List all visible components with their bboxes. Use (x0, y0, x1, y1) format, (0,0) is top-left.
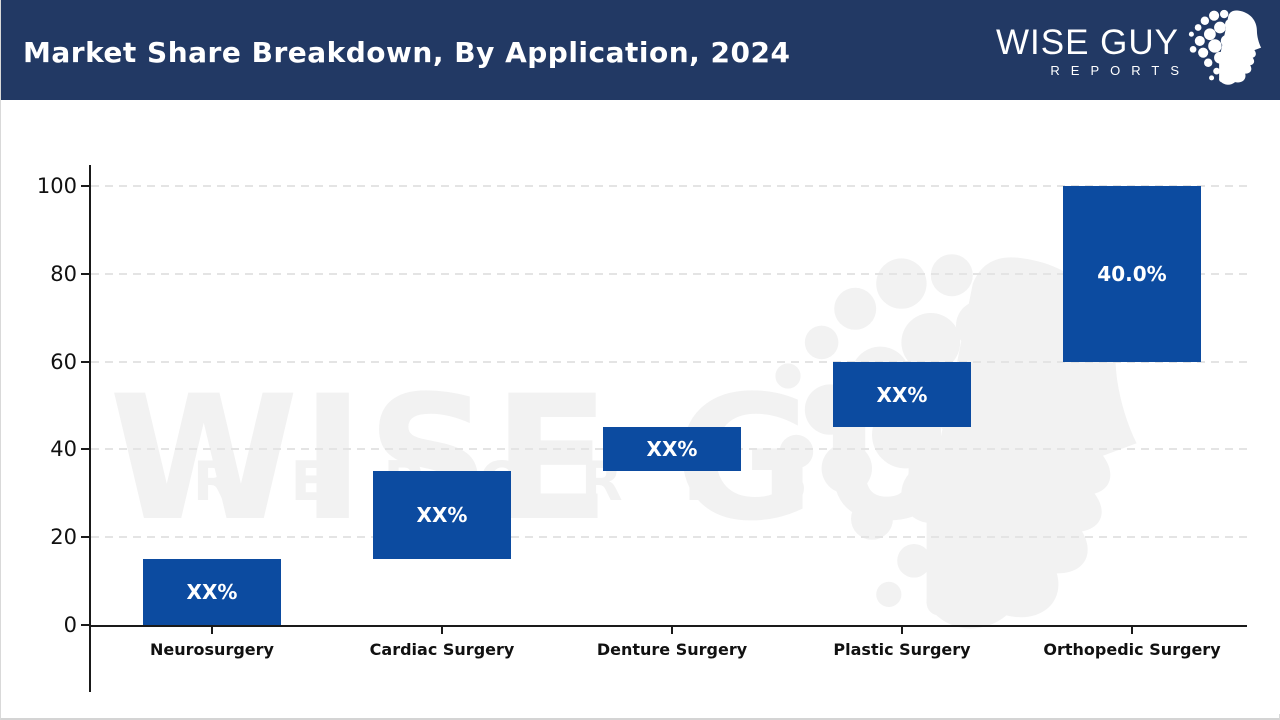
grid-line (91, 360, 1247, 363)
y-tick-label: 100 (36, 174, 77, 198)
x-axis-tick (1131, 627, 1133, 634)
bar-value-label: 40.0% (1097, 261, 1167, 286)
bar-value-label: XX% (416, 503, 468, 528)
bar-orthopedic-surgery: 40.0% (1063, 186, 1201, 362)
grid-line (91, 185, 1247, 187)
x-axis-tick (211, 627, 213, 634)
bar-neurosurgery: XX% (143, 559, 281, 625)
bar-denture-surgery: XX% (603, 427, 741, 472)
y-tick-label: 0 (63, 613, 77, 637)
y-axis-tick (81, 185, 90, 187)
bar-cardiac-surgery: XX% (373, 471, 511, 560)
y-tick-label: 60 (50, 349, 77, 374)
wise-guy-reports-logo: WISE GUY REPORTS (996, 8, 1267, 94)
bar-value-label: XX% (186, 580, 238, 605)
grid-line (91, 272, 1247, 275)
x-tick-label: Orthopedic Surgery (1043, 640, 1221, 659)
logo-head-icon (1183, 9, 1267, 93)
page-title: Market Share Breakdown, By Application, … (23, 36, 791, 69)
y-axis-tick (81, 536, 90, 539)
x-tick-label: Plastic Surgery (833, 640, 971, 659)
watermark-subtext: REPORTS (193, 450, 864, 513)
x-tick-label: Cardiac Surgery (369, 640, 515, 659)
header-band: Market Share Breakdown, By Application, … (1, 0, 1280, 100)
y-tick-label: 20 (50, 525, 77, 550)
y-axis-tick (81, 272, 90, 275)
x-tick-label: Denture Surgery (596, 640, 748, 659)
y-axis-tick (81, 360, 90, 363)
y-axis-line (89, 165, 91, 692)
chart-area: WISE GUY REPORTS 0 20 40 60 80 100 XX% Neurosur… (1, 100, 1280, 714)
y-axis-tick (81, 448, 90, 451)
logo-text: WISE GUY REPORTS (995, 22, 1179, 78)
bar-plastic-surgery: XX% (833, 361, 971, 428)
logo-subtext: REPORTS (1050, 62, 1190, 78)
x-axis-line (89, 625, 1247, 627)
bar-value-label: XX% (646, 437, 698, 462)
x-axis-tick (671, 627, 673, 634)
bar-value-label: XX% (876, 382, 928, 407)
grid-line (91, 536, 1247, 539)
x-tick-label: Neurosurgery (150, 640, 274, 659)
y-axis-tick (81, 624, 90, 626)
y-tick-label: 80 (50, 261, 77, 286)
y-tick-label: 40 (50, 437, 77, 462)
x-axis-tick (441, 627, 443, 634)
logo-wordmark: WISE GUY (995, 22, 1179, 62)
x-axis-tick (901, 627, 903, 634)
